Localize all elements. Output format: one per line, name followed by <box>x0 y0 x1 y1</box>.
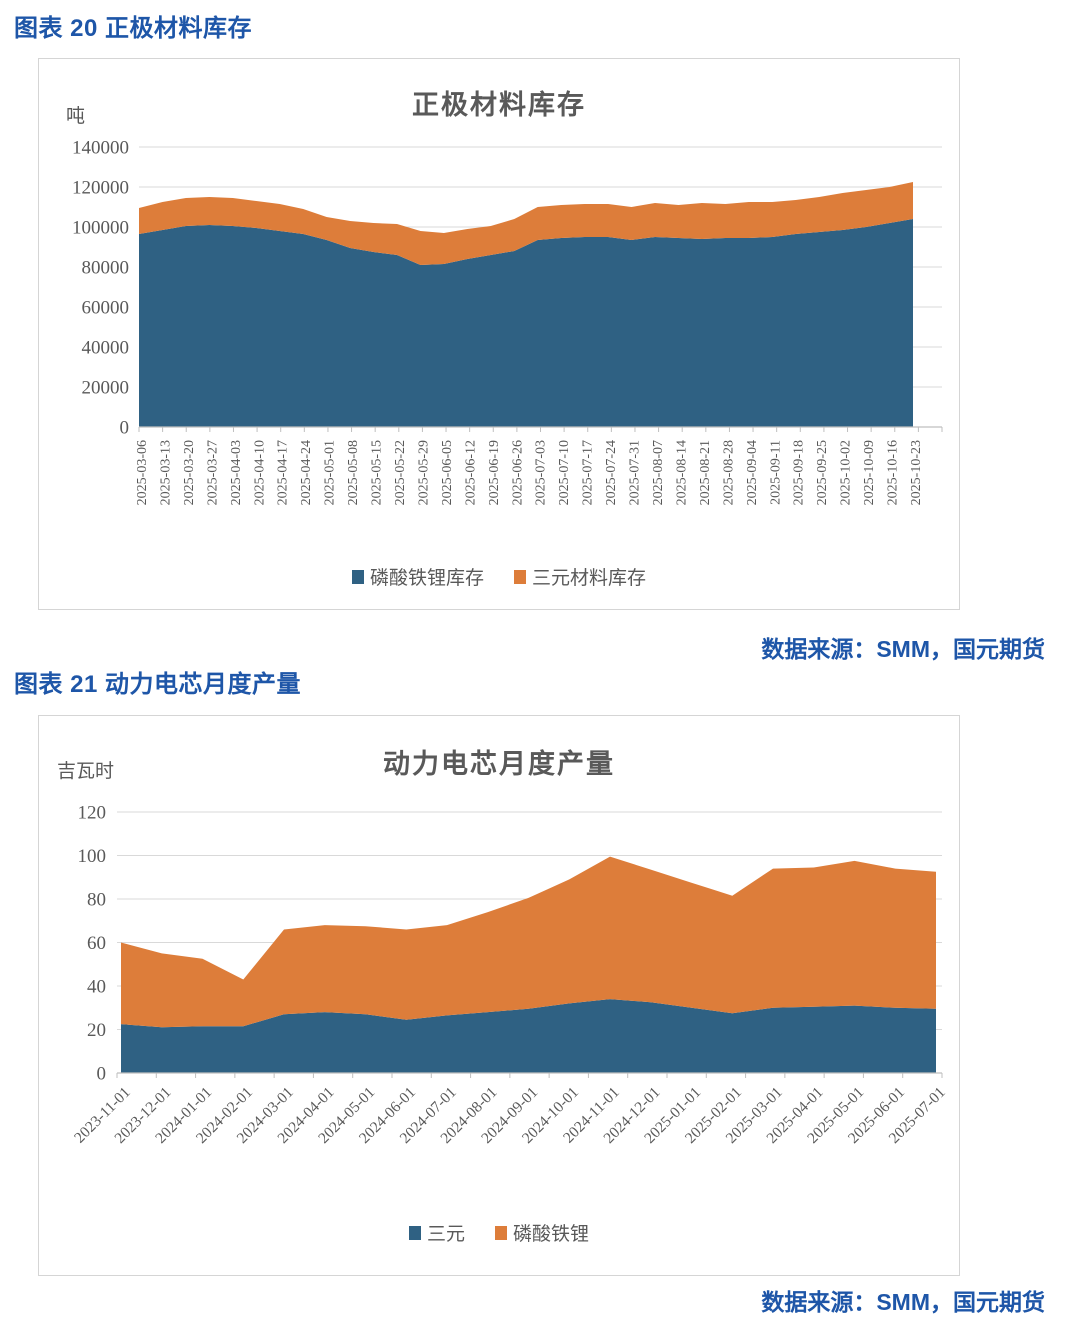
y-tick-label: 20 <box>87 1020 106 1041</box>
power-cell-output-chart: 动力电芯月度产量 吉瓦时 0 20 40 60 80 100 120 2023-11-01 20… <box>38 715 960 1276</box>
x-tick-label: 2025-09-04 <box>745 440 760 505</box>
legend-label: 磷酸铁锂 <box>513 1224 590 1245</box>
x-tick-label: 2025-08-28 <box>721 440 736 505</box>
chart-legend: 三元 磷酸铁锂 <box>39 1219 959 1246</box>
legend-label: 三元 <box>426 1224 465 1245</box>
area-series-1 <box>139 182 913 265</box>
legend-item: 三元材料库存 <box>514 563 646 590</box>
x-tick-label: 2025-10-23 <box>909 440 924 505</box>
x-tick-label: 2025-07-31 <box>628 440 643 505</box>
y-tick-label: 60000 <box>82 298 130 319</box>
data-source-note: 数据来源：SMM，国元期货 <box>761 1289 1045 1315</box>
x-tick-label: 2025-05-22 <box>393 440 408 505</box>
y-axis-unit-label: 吉瓦时 <box>57 761 115 782</box>
x-tick-label: 2025-03-20 <box>182 440 197 505</box>
legend-swatch <box>495 1225 507 1240</box>
y-tick-label: 0 <box>97 1064 107 1085</box>
x-tick-label: 2025-10-16 <box>886 440 901 505</box>
y-tick-label: 40000 <box>82 338 130 359</box>
x-tick-label: 2025-05-29 <box>416 440 431 505</box>
y-tick-label: 40 <box>87 977 106 998</box>
x-tick-label: 2025-08-21 <box>698 440 713 505</box>
x-tick-label: 2025-07-10 <box>557 440 572 505</box>
chart-title: 动力电芯月度产量 <box>383 749 615 779</box>
legend-label: 磷酸铁锂库存 <box>369 568 484 589</box>
chart-legend: 磷酸铁锂库存 三元材料库存 <box>39 563 959 590</box>
y-tick-label: 120 <box>78 803 107 824</box>
data-source-note: 数据来源：SMM，国元期货 <box>761 636 1045 662</box>
x-tick-label: 2025-05-08 <box>346 440 361 505</box>
x-tick-label: 2025-07-03 <box>534 440 549 505</box>
x-tick-label: 2025-09-11 <box>768 440 783 505</box>
power-cell-monthly-output-svg: 0204060801001202023-11-012023-12-012024-… <box>71 803 949 1147</box>
x-tick-label: 2025-08-07 <box>651 440 666 505</box>
y-tick-label: 120000 <box>72 178 129 199</box>
legend-item: 三元 <box>408 1219 465 1246</box>
x-tick-label: 2025-03-06 <box>135 440 150 505</box>
area-series-0 <box>139 219 913 427</box>
x-tick-label: 2025-08-14 <box>674 440 689 505</box>
x-tick-label: 2025-06-19 <box>487 440 502 505</box>
x-tick-label: 2025-09-25 <box>815 440 830 505</box>
figure-21-heading: 图表 21 动力电芯月度产量 <box>14 671 302 698</box>
y-tick-label: 100 <box>78 846 107 867</box>
x-tick-label: 2025-06-05 <box>440 440 455 505</box>
legend-item: 磷酸铁锂库存 <box>351 563 484 590</box>
chart-title: 正极材料库存 <box>412 90 586 120</box>
area-series-0 <box>121 999 936 1073</box>
x-tick-label: 2025-03-13 <box>158 440 173 505</box>
y-tick-label: 140000 <box>72 138 129 159</box>
y-tick-label: 60 <box>87 933 106 954</box>
x-tick-label: 2025-07-17 <box>581 440 596 505</box>
figure-20-heading: 图表 20 正极材料库存 <box>14 15 253 42</box>
x-tick-label: 2025-04-03 <box>229 440 244 505</box>
x-tick-label: 2025-07-24 <box>604 440 619 505</box>
x-tick-label: 2025-04-10 <box>252 440 267 505</box>
y-tick-label: 80000 <box>82 258 130 279</box>
y-tick-label: 100000 <box>72 218 129 239</box>
x-tick-label: 2025-06-26 <box>510 440 525 505</box>
legend-swatch <box>514 569 526 584</box>
x-tick-label: 2025-10-02 <box>839 440 854 505</box>
cathode-material-inventory-svg: 0 20000 40000 60000 80000 100000 120000 140000 2… <box>72 138 943 505</box>
area-series-1 <box>121 856 936 1028</box>
cathode-inventory-chart: 正极材料库存 吨 0 20000 40000 60000 80000 100000 1200… <box>38 58 960 610</box>
legend-label: 三元材料库存 <box>532 568 647 589</box>
x-tick-label: 2025-06-12 <box>463 440 478 505</box>
legend-swatch <box>408 1225 421 1240</box>
x-tick-label: 2025-05-15 <box>370 440 385 505</box>
legend-item: 磷酸铁锂 <box>495 1219 589 1246</box>
legend-swatch <box>351 569 364 584</box>
x-tick-label: 2025-10-09 <box>862 440 877 505</box>
y-axis-unit-label: 吨 <box>66 106 86 127</box>
x-tick-label: 2025-09-18 <box>792 440 807 505</box>
y-tick-label: 20000 <box>82 378 130 399</box>
x-tick-label: 2025-04-17 <box>276 440 291 505</box>
x-tick-label: 2025-05-01 <box>323 440 338 505</box>
x-tick-label: 2025-03-27 <box>205 440 220 505</box>
y-tick-label: 0 <box>120 418 130 439</box>
x-tick-label: 2025-04-24 <box>299 440 314 505</box>
y-tick-label: 80 <box>87 890 106 911</box>
